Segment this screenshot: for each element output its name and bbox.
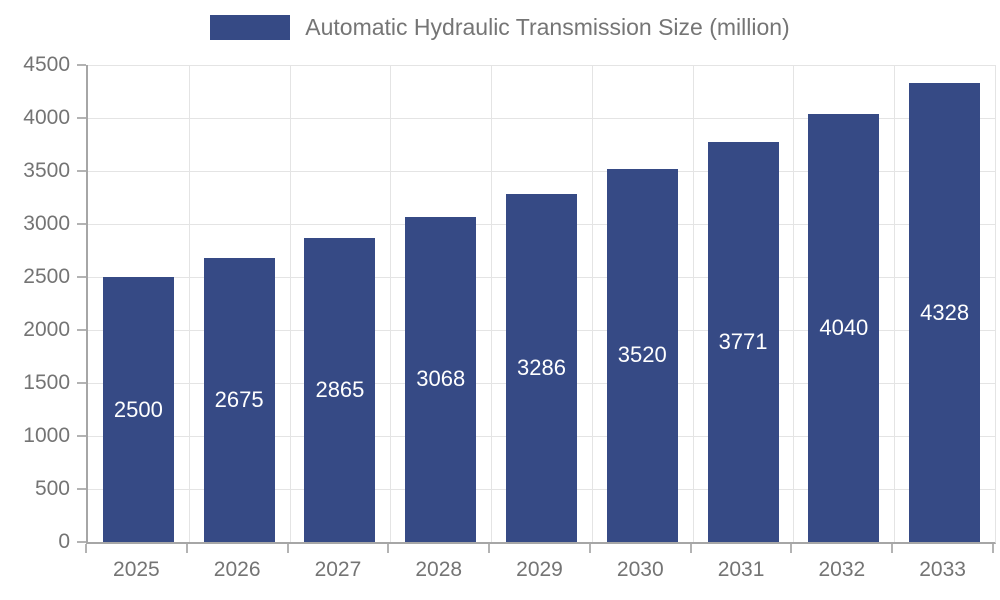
bar-value-label: 3286 [517,354,566,380]
x-tick-label-2029: 2029 [516,558,563,581]
bar-value-label: 3771 [718,329,768,355]
x-tick-mark [185,544,188,553]
y-tick-label: 2500 [23,265,70,288]
x-tick-label-2031: 2031 [717,558,765,581]
y-tick-label: 3500 [23,159,70,182]
y-tick-mark [77,382,86,384]
bar-2033[interactable]: 4328 [909,83,981,542]
y-axis: 0 500 1000 1500 2000 2500 3000 3500 4000 4500 [0,53,86,553]
legend-swatch[interactable] [210,15,291,40]
gridline-vertical [390,65,392,542]
gridline-vertical [289,65,291,542]
bar-value-label: 4040 [819,314,869,340]
y-tick-label: 3000 [23,212,70,235]
bar-value-label: 3520 [617,342,667,368]
x-tick-label-2025: 2025 [113,558,160,581]
y-tick-mark [77,541,86,543]
y-tick-mark [77,488,86,490]
bar-2030[interactable]: 3520 [606,168,678,542]
x-tick-mark [689,544,692,553]
bar-2026[interactable]: 2675 [203,258,275,542]
gridline-horizontal [88,65,995,66]
y-tick-label: 1500 [23,371,70,394]
x-tick-mark [286,544,289,553]
y-tick-mark [77,223,86,225]
y-tick-label: 500 [34,477,70,500]
y-tick-mark [77,435,86,437]
gridline-vertical [692,65,694,542]
x-tick-mark [992,544,994,553]
x-tick-label-2030: 2030 [616,558,664,581]
x-tick-mark [790,544,793,553]
x-axis: 2025 2026 2027 2028 2029 2030 2031 2032 2033 [85,544,994,594]
x-tick-mark [387,544,390,553]
gridline-vertical [188,65,190,542]
gridline-horizontal [88,171,995,172]
x-tick-label-2028: 2028 [415,558,463,581]
bar-2032[interactable]: 4040 [808,113,880,542]
y-tick-label: 4000 [23,106,70,129]
plot-area: 2500 2675 2865 3068 3286 3520 3771 4040 4328 [86,65,996,544]
x-tick-mark [85,544,87,553]
gridline-vertical [793,65,795,542]
bar-value-label: 2500 [113,396,163,422]
bar-2031[interactable]: 3771 [707,142,779,542]
x-tick-label-2032: 2032 [818,558,866,581]
bar-value-label: 2675 [214,387,264,413]
bar-2028[interactable]: 3068 [405,216,477,542]
bar-value-label: 2865 [315,377,365,403]
x-tick-label-2033: 2033 [919,558,966,581]
y-tick-label: 2000 [23,318,70,341]
bar-value-label: 4328 [920,299,970,325]
legend-label[interactable]: Automatic Hydraulic Transmission Size (m… [305,14,790,40]
y-tick-mark [77,329,86,331]
x-tick-label-2026: 2026 [213,558,261,581]
gridline-vertical [491,65,493,542]
y-tick-label: 0 [58,530,70,553]
bar-value-label: 3068 [416,366,466,392]
bar-2029[interactable]: 3286 [506,193,577,542]
x-tick-mark [891,544,894,553]
y-tick-mark [77,170,86,172]
x-tick-mark [488,544,491,553]
y-tick-mark [77,276,86,278]
y-tick-label: 4500 [23,53,70,76]
bar-2025[interactable]: 2500 [102,277,174,542]
x-tick-label-2027: 2027 [314,558,362,581]
gridline-horizontal [88,118,995,119]
y-tick-mark [77,64,86,66]
bar-2027[interactable]: 2865 [304,238,376,542]
x-tick-mark [588,544,591,553]
legend[interactable]: Automatic Hydraulic Transmission Size (m… [0,14,1000,41]
y-tick-mark [77,117,86,119]
gridline-vertical [894,65,896,542]
gridline-vertical [591,65,593,542]
y-tick-label: 1000 [23,424,70,447]
